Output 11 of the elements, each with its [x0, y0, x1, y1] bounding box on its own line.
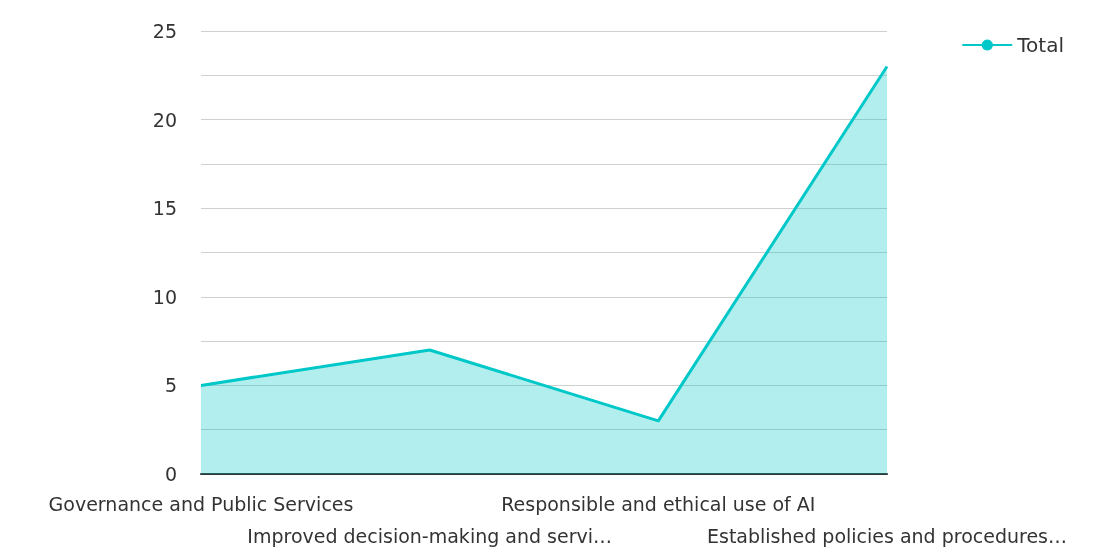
- y-tick-label: 0: [164, 463, 177, 485]
- x-tick-label: Governance and Public Services: [48, 493, 354, 515]
- y-tick-label: 20: [152, 108, 177, 131]
- y-tick-label: 5: [164, 374, 177, 397]
- x-tick-label: Responsible and ethical use of AI: [501, 493, 816, 515]
- legend-label: Total: [1016, 33, 1065, 57]
- y-tick-label: 25: [152, 20, 177, 42]
- y-tick-label: 15: [152, 197, 177, 220]
- x-tick-label: Established policies and procedures…: [706, 525, 1068, 547]
- x-tick-label: Improved decision-making and servi…: [247, 525, 613, 547]
- y-tick-label: 10: [152, 285, 177, 308]
